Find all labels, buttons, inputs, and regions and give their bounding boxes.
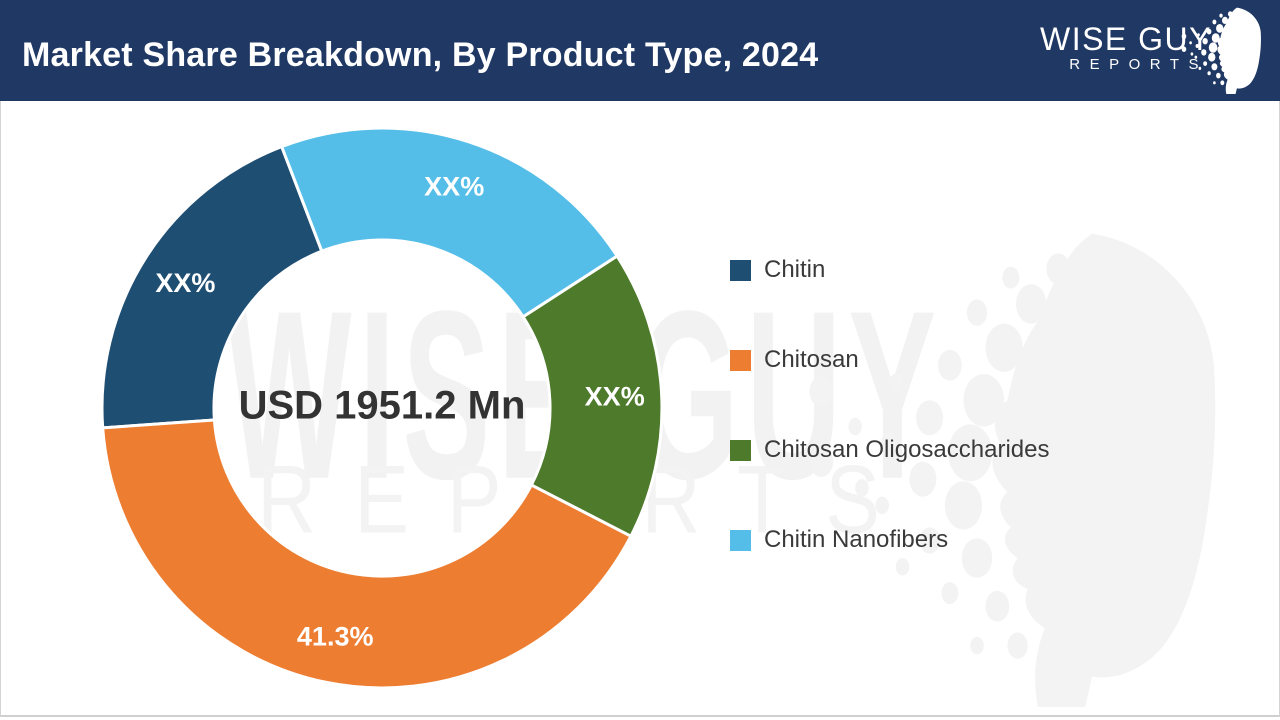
chart-area: WISE GUY REPORTS XX%41.3%XX%XX% USD 1951… [0, 101, 1280, 717]
donut-segment-chitosan-oligosaccharides [521, 254, 664, 538]
donut-chart: XX% 41.3% XX% XX% [100, 126, 664, 690]
page-title: Market Share Breakdown, By Product Type,… [22, 36, 819, 74]
chart-legend: Chitin Chitosan Chitosan Oligosaccharides C… [730, 256, 1050, 617]
donut-segment-chitosan [101, 418, 633, 690]
legend-item-chitin: Chitin [730, 256, 1049, 283]
legend-swatch [730, 349, 751, 371]
legend-swatch [730, 439, 751, 461]
legend-label: Chitosan Oligosaccharides [764, 436, 1050, 463]
wiseguy-head-icon [1181, 7, 1261, 94]
legend-swatch [730, 259, 751, 281]
legend-item-chitosan-oligosaccharides: Chitosan Oligosaccharides [730, 436, 1050, 463]
segment-label: XX% [424, 172, 484, 202]
legend-swatch [730, 529, 751, 551]
header-bar: Market Share Breakdown, By Product Type,… [0, 0, 1280, 101]
legend-label: Chitin [764, 256, 826, 283]
legend-item-chitosan: Chitosan [730, 346, 1049, 373]
segment-label: XX% [585, 382, 645, 412]
segment-label: XX% [155, 268, 215, 298]
donut-segment-chitin-nanofibers [280, 126, 619, 319]
wiseguy-logo: WISE GUY REPORTS [1032, 0, 1272, 101]
chart-center-value: USD 1951.2 Mn [238, 383, 526, 428]
legend-item-chitin-nanofibers: Chitin Nanofibers [730, 526, 1049, 553]
legend-label: Chitosan [764, 346, 859, 373]
logo-subtitle: REPORTS [1069, 56, 1208, 73]
legend-label: Chitin Nanofibers [764, 526, 949, 553]
segment-label: 41.3% [297, 621, 374, 651]
donut-segment-chitin [100, 145, 324, 430]
